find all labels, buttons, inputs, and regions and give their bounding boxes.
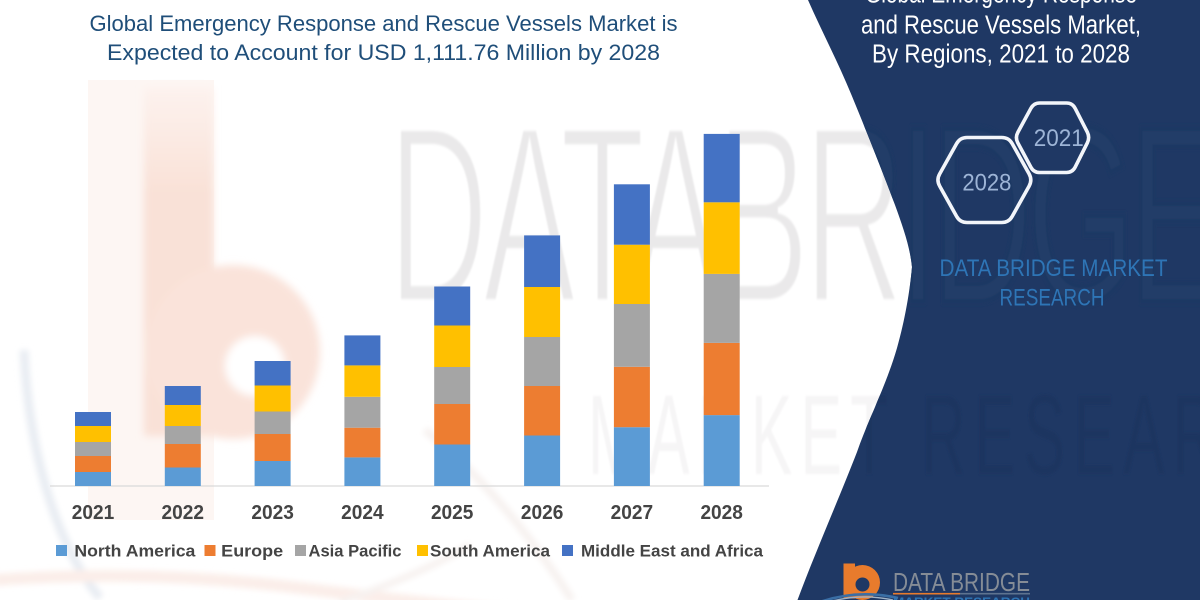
svg-text:Global Emergency Response and: Global Emergency Response and Rescue Ves… bbox=[90, 11, 678, 36]
svg-text:and Rescue Vessels Market,: and Rescue Vessels Market, bbox=[861, 12, 1141, 40]
svg-text:RESEARCH: RESEARCH bbox=[1000, 285, 1105, 312]
svg-text:2021: 2021 bbox=[72, 501, 115, 524]
svg-text:2024: 2024 bbox=[341, 501, 384, 524]
svg-text:2028: 2028 bbox=[700, 501, 743, 524]
svg-text:Global Emergency Response: Global Emergency Response bbox=[865, 0, 1137, 9]
svg-text:Middle East and Africa: Middle East and Africa bbox=[581, 543, 764, 561]
svg-text:Asia Pacific: Asia Pacific bbox=[309, 543, 402, 561]
svg-text:2026: 2026 bbox=[521, 501, 564, 524]
svg-text:2022: 2022 bbox=[162, 501, 205, 524]
svg-text:2025: 2025 bbox=[431, 501, 474, 524]
svg-text:Expected to Account for USD 1,: Expected to Account for USD 1,111.76 Mil… bbox=[107, 40, 660, 65]
svg-text:South America: South America bbox=[430, 543, 551, 561]
svg-text:DATA BRIDGE MARKET: DATA BRIDGE MARKET bbox=[940, 255, 1168, 282]
svg-text:North America: North America bbox=[74, 543, 196, 561]
svg-text:DATA BRIDGE: DATA BRIDGE bbox=[893, 567, 1030, 597]
svg-text:2028: 2028 bbox=[962, 170, 1011, 197]
svg-text:2027: 2027 bbox=[611, 501, 654, 524]
svg-text:2021: 2021 bbox=[1034, 125, 1084, 152]
svg-text:2023: 2023 bbox=[251, 501, 294, 524]
svg-text:Europe: Europe bbox=[221, 543, 283, 561]
svg-text:By Regions, 2021 to 2028: By Regions, 2021 to 2028 bbox=[872, 41, 1130, 69]
svg-text:MARKET RESEARCH: MARKET RESEARCH bbox=[893, 597, 1030, 600]
